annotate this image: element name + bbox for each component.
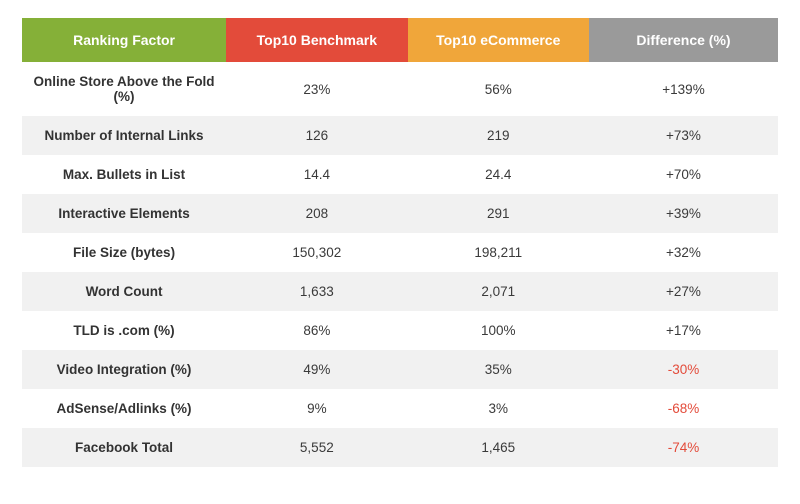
cell-difference: +27% — [589, 272, 778, 311]
cell-difference: +70% — [589, 155, 778, 194]
cell-ranking-factor: Number of Internal Links — [22, 116, 226, 155]
table-row: Max. Bullets in List14.424.4+70% — [22, 155, 778, 194]
table-row: Word Count1,6332,071+27% — [22, 272, 778, 311]
cell-difference: -30% — [589, 350, 778, 389]
cell-benchmark: 208 — [226, 194, 407, 233]
cell-ranking-factor: Max. Bullets in List — [22, 155, 226, 194]
cell-difference: +39% — [589, 194, 778, 233]
cell-benchmark: 49% — [226, 350, 407, 389]
table-row: File Size (bytes)150,302198,211+32% — [22, 233, 778, 272]
cell-benchmark: 126 — [226, 116, 407, 155]
cell-difference: +73% — [589, 116, 778, 155]
cell-ecommerce: 219 — [408, 116, 589, 155]
cell-ranking-factor: Online Store Above the Fold (%) — [22, 62, 226, 116]
table-row: Interactive Elements208291+39% — [22, 194, 778, 233]
cell-ranking-factor: TLD is .com (%) — [22, 311, 226, 350]
ranking-factors-table: Ranking Factor Top10 Benchmark Top10 eCo… — [22, 18, 778, 467]
cell-ranking-factor: Word Count — [22, 272, 226, 311]
cell-ranking-factor: File Size (bytes) — [22, 233, 226, 272]
table-header-row: Ranking Factor Top10 Benchmark Top10 eCo… — [22, 18, 778, 62]
cell-ranking-factor: Facebook Total — [22, 428, 226, 467]
table-row: AdSense/Adlinks (%)9%3%-68% — [22, 389, 778, 428]
table-row: Online Store Above the Fold (%)23%56%+13… — [22, 62, 778, 116]
col-header-benchmark: Top10 Benchmark — [226, 18, 407, 62]
cell-benchmark: 1,633 — [226, 272, 407, 311]
cell-ecommerce: 291 — [408, 194, 589, 233]
table-row: TLD is .com (%)86%100%+17% — [22, 311, 778, 350]
cell-benchmark: 150,302 — [226, 233, 407, 272]
cell-ranking-factor: Video Integration (%) — [22, 350, 226, 389]
table-row: Video Integration (%)49%35%-30% — [22, 350, 778, 389]
cell-difference: +17% — [589, 311, 778, 350]
cell-ecommerce: 1,465 — [408, 428, 589, 467]
cell-benchmark: 23% — [226, 62, 407, 116]
cell-benchmark: 9% — [226, 389, 407, 428]
cell-ecommerce: 3% — [408, 389, 589, 428]
table-row: Facebook Total5,5521,465-74% — [22, 428, 778, 467]
cell-difference: -68% — [589, 389, 778, 428]
cell-ecommerce: 198,211 — [408, 233, 589, 272]
col-header-difference: Difference (%) — [589, 18, 778, 62]
cell-ecommerce: 56% — [408, 62, 589, 116]
table-row: Number of Internal Links126219+73% — [22, 116, 778, 155]
cell-benchmark: 86% — [226, 311, 407, 350]
cell-benchmark: 5,552 — [226, 428, 407, 467]
col-header-ecommerce: Top10 eCommerce — [408, 18, 589, 62]
cell-benchmark: 14.4 — [226, 155, 407, 194]
cell-ecommerce: 2,071 — [408, 272, 589, 311]
cell-difference: +32% — [589, 233, 778, 272]
cell-ecommerce: 35% — [408, 350, 589, 389]
cell-difference: -74% — [589, 428, 778, 467]
col-header-ranking-factor: Ranking Factor — [22, 18, 226, 62]
cell-ranking-factor: Interactive Elements — [22, 194, 226, 233]
cell-difference: +139% — [589, 62, 778, 116]
cell-ecommerce: 24.4 — [408, 155, 589, 194]
cell-ranking-factor: AdSense/Adlinks (%) — [22, 389, 226, 428]
cell-ecommerce: 100% — [408, 311, 589, 350]
